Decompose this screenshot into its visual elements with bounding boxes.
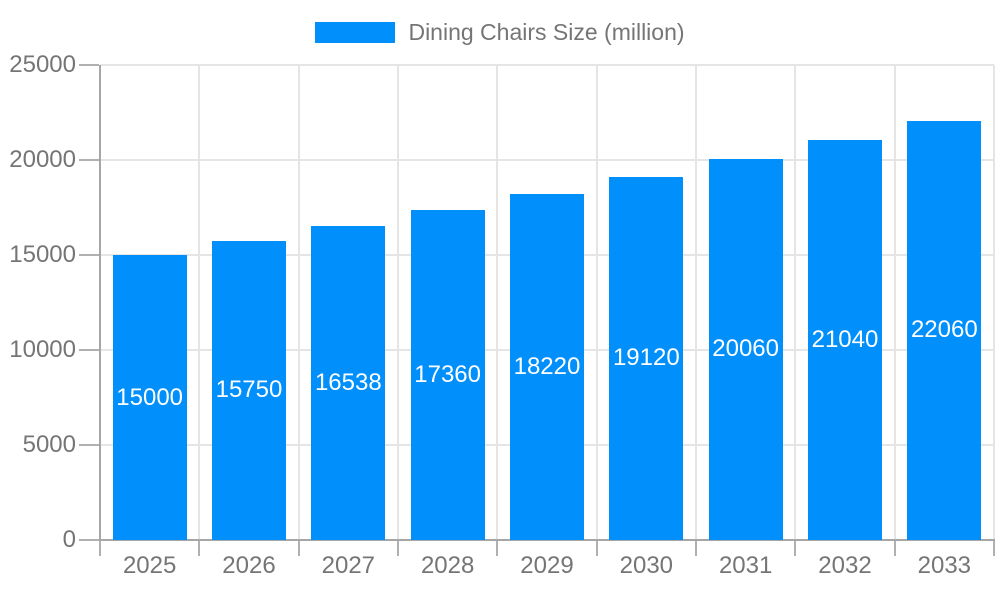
bar-value-label: 16538 <box>314 368 382 396</box>
vertical-gridline <box>198 65 201 540</box>
plot-area: 0 5000 10000 15000 20000 25000 15000 2025 15750 2… <box>9 51 995 579</box>
x-tick-label: 2028 <box>420 552 475 579</box>
bar-value-label: 15000 <box>116 383 184 411</box>
vertical-gridline <box>993 65 995 540</box>
vertical-gridline <box>297 65 300 540</box>
x-axis-tick <box>99 541 101 556</box>
bar[interactable]: 18220 <box>509 193 584 540</box>
x-tick-label: 2033 <box>917 552 972 579</box>
bar-group: 16538 <box>299 65 398 540</box>
x-axis-tick <box>297 541 300 556</box>
bar-value-label: 19120 <box>612 344 680 372</box>
y-axis-tick <box>79 444 99 446</box>
bar-group: 17360 <box>398 65 497 540</box>
horizontal-gridline <box>100 64 994 66</box>
vertical-gridline <box>893 65 896 540</box>
bar-group: 15750 <box>199 65 298 540</box>
y-axis-tick <box>79 349 99 351</box>
vertical-gridline <box>396 65 399 540</box>
x-axis-tick <box>198 541 201 556</box>
bar-value-label: 18220 <box>513 352 581 380</box>
y-tick-label: 5000 <box>22 431 76 458</box>
bar-group: 20060 <box>696 65 795 540</box>
y-axis-tick <box>79 64 99 66</box>
x-axis-tick <box>993 541 995 556</box>
bar-value-label: 17360 <box>414 361 482 389</box>
bar-value-label: 20060 <box>712 335 780 363</box>
bar-group: 21040 <box>795 65 894 540</box>
legend-label: Dining Chairs Size (million) <box>408 19 685 45</box>
bar[interactable]: 15750 <box>211 240 286 540</box>
bar[interactable]: 22060 <box>907 120 982 540</box>
x-axis-tick <box>694 541 697 556</box>
bar-group: 15000 <box>100 65 199 540</box>
bar-value-label: 21040 <box>811 326 879 354</box>
legend[interactable]: Dining Chairs Size (million) <box>0 19 1000 45</box>
bar[interactable]: 21040 <box>807 140 882 540</box>
y-axis-line <box>99 65 101 540</box>
bar[interactable]: 19120 <box>609 176 684 540</box>
x-axis-tick <box>496 541 499 556</box>
x-tick-label: 2030 <box>619 552 674 579</box>
y-tick-label: 25000 <box>9 51 76 78</box>
bar-group: 19120 <box>597 65 696 540</box>
vertical-gridline <box>794 65 797 540</box>
vertical-gridline <box>694 65 697 540</box>
y-axis-tick <box>79 254 99 256</box>
bar-value-label: 15750 <box>215 376 283 404</box>
x-tick-label: 2027 <box>321 552 376 579</box>
x-tick-label: 2031 <box>718 552 773 579</box>
bar[interactable]: 16538 <box>311 225 386 540</box>
y-tick-label: 10000 <box>9 336 76 363</box>
x-axis-tick <box>396 541 399 556</box>
bar-group: 18220 <box>497 65 596 540</box>
x-axis-tick <box>893 541 896 556</box>
y-axis-tick <box>79 159 99 161</box>
bar[interactable]: 15000 <box>112 255 187 540</box>
vertical-gridline <box>496 65 499 540</box>
x-tick-label: 2026 <box>222 552 276 579</box>
y-tick-label: 15000 <box>9 241 76 268</box>
legend-swatch <box>315 22 396 43</box>
y-tick-label: 20000 <box>9 146 76 173</box>
bar[interactable]: 17360 <box>410 210 485 540</box>
bar-group: 22060 <box>895 65 994 540</box>
x-axis-line <box>99 539 995 541</box>
x-tick-label: 2029 <box>520 552 574 579</box>
x-axis-tick <box>794 541 797 556</box>
y-axis-tick <box>79 539 99 541</box>
vertical-gridline <box>595 65 598 540</box>
bar[interactable]: 20060 <box>708 158 783 540</box>
x-tick-label: 2025 <box>122 552 177 579</box>
y-tick-label: 0 <box>62 526 76 553</box>
x-tick-label: 2032 <box>818 552 872 579</box>
bar-value-label: 22060 <box>910 316 978 344</box>
x-axis-tick <box>595 541 598 556</box>
horizontal-gridline <box>100 159 994 161</box>
